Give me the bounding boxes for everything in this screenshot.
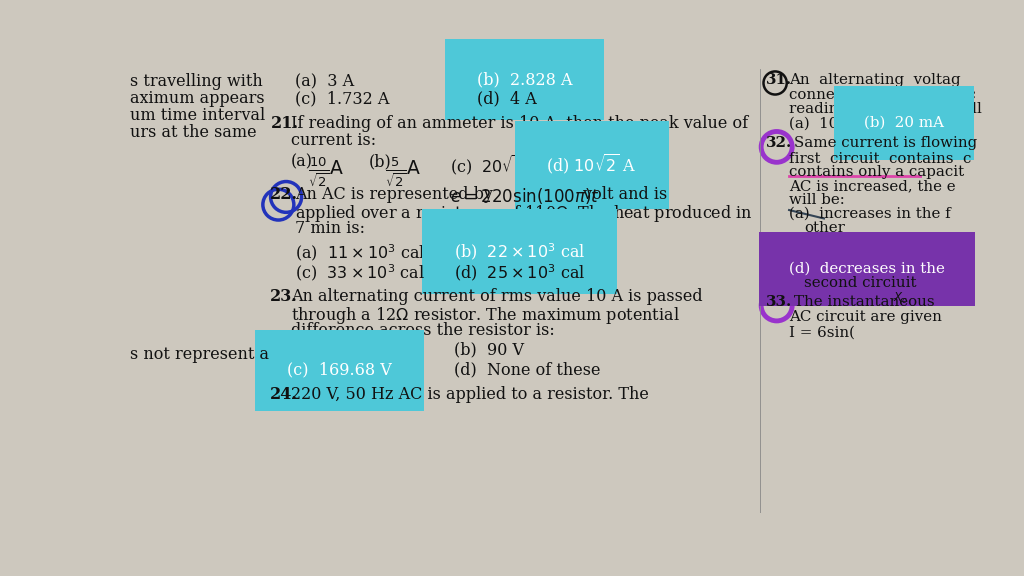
Text: s travelling with: s travelling with (130, 73, 262, 90)
Text: first  circuit  contains  c: first circuit contains c (790, 151, 972, 165)
Text: 32.: 32. (766, 136, 793, 150)
Text: $e = 220\sin(100\pi)t$: $e = 220\sin(100\pi)t$ (450, 186, 600, 206)
Text: (b): (b) (369, 154, 391, 171)
Text: contains only a capacit: contains only a capacit (790, 165, 965, 179)
Text: (a): (a) (291, 154, 312, 171)
Text: (a)  10 mA: (a) 10 mA (790, 117, 868, 131)
Text: (a)  increases in the f: (a) increases in the f (790, 207, 951, 221)
Text: difference across the resistor is:: difference across the resistor is: (291, 321, 555, 339)
Text: 7 min is:: 7 min is: (295, 220, 365, 237)
Text: (c)  1.732 A: (c) 1.732 A (295, 90, 389, 107)
Text: (b)  2.828 A: (b) 2.828 A (477, 71, 572, 89)
Text: current is:: current is: (291, 132, 376, 149)
Text: (b)  $22\times10^3$ cal: (b) $22\times10^3$ cal (454, 241, 585, 262)
Text: .: . (283, 362, 288, 380)
Text: um time interval: um time interval (130, 107, 265, 124)
Text: (d)  None of these: (d) None of these (454, 362, 600, 379)
Text: An AC is represented by: An AC is represented by (295, 186, 498, 203)
Text: The instantaneous: The instantaneous (795, 295, 935, 309)
Text: (d) $10\sqrt{2}$ A: (d) $10\sqrt{2}$ A (547, 153, 637, 177)
Text: applied over a resistance of 110$\Omega$. The heat produced in: applied over a resistance of 110$\Omega$… (295, 203, 753, 224)
Text: Same current is flowing: Same current is flowing (795, 136, 978, 150)
Text: (b)  increases in both: (b) increases in both (790, 234, 951, 249)
Text: I = 6sin(: I = 6sin( (790, 325, 855, 339)
Text: aximum appears: aximum appears (130, 90, 264, 107)
Text: connected to 1 μF capac: connected to 1 μF capac (790, 88, 976, 101)
Text: $\frac{5}{\sqrt{2}}$A: $\frac{5}{\sqrt{2}}$A (385, 156, 422, 189)
Text: (a)  20 V: (a) 20 V (295, 342, 364, 359)
Text: (a)  3 A: (a) 3 A (295, 73, 353, 90)
Text: An alternating current of rms value 10 A is passed: An alternating current of rms value 10 A… (291, 288, 702, 305)
Text: 31.: 31. (766, 73, 792, 87)
Text: $X_c$: $X_c$ (893, 291, 908, 306)
Text: AC circuit are given: AC circuit are given (790, 310, 942, 324)
Text: (c)  $33\times10^3$ cal: (c) $33\times10^3$ cal (295, 262, 425, 283)
Text: (c)  $20\sqrt{2}$ A: (c) $20\sqrt{2}$ A (450, 154, 544, 178)
Text: reading of ammeter shall: reading of ammeter shall (790, 102, 982, 116)
Text: will be:: will be: (790, 193, 845, 207)
Text: (c)  169.68 V: (c) 169.68 V (287, 362, 391, 379)
Text: (d)  $25\times10^3$ cal: (d) $25\times10^3$ cal (454, 262, 585, 283)
Text: urs at the same: urs at the same (130, 124, 256, 141)
Text: 33.: 33. (766, 295, 793, 309)
Text: AC is increased, the e: AC is increased, the e (790, 179, 955, 193)
Text: (c)  decreases in both: (c) decreases in both (790, 248, 953, 263)
Text: volt and is: volt and is (579, 186, 668, 203)
Text: 21.: 21. (271, 115, 299, 132)
Text: (b)  90 V: (b) 90 V (454, 342, 523, 359)
Text: (d)  decreases in the: (d) decreases in the (790, 262, 945, 276)
Text: $\frac{10}{\sqrt{2}}$A: $\frac{10}{\sqrt{2}}$A (308, 156, 344, 189)
Text: (a)  $11\times10^3$ cal: (a) $11\times10^3$ cal (295, 241, 425, 263)
Text: (b)  20 mA: (b) 20 mA (864, 116, 944, 130)
Text: second circiuit: second circiuit (804, 276, 916, 290)
Text: 220 V, 50 Hz AC is applied to a resistor. The: 220 V, 50 Hz AC is applied to a resistor… (291, 386, 648, 403)
Text: An  alternating  voltag: An alternating voltag (790, 73, 961, 87)
Text: 24.: 24. (270, 386, 298, 403)
Text: If reading of an ammeter is 10 A, then the peak value of: If reading of an ammeter is 10 A, then t… (291, 115, 748, 132)
Text: through a 12$\Omega$ resistor. The maximum potential: through a 12$\Omega$ resistor. The maxim… (291, 305, 680, 326)
Text: (d)  4 A: (d) 4 A (477, 90, 537, 107)
Text: 22.: 22. (270, 186, 298, 203)
Text: other: other (804, 221, 845, 235)
Text: 23.: 23. (270, 288, 298, 305)
Text: s not represent a: s not represent a (130, 346, 268, 362)
